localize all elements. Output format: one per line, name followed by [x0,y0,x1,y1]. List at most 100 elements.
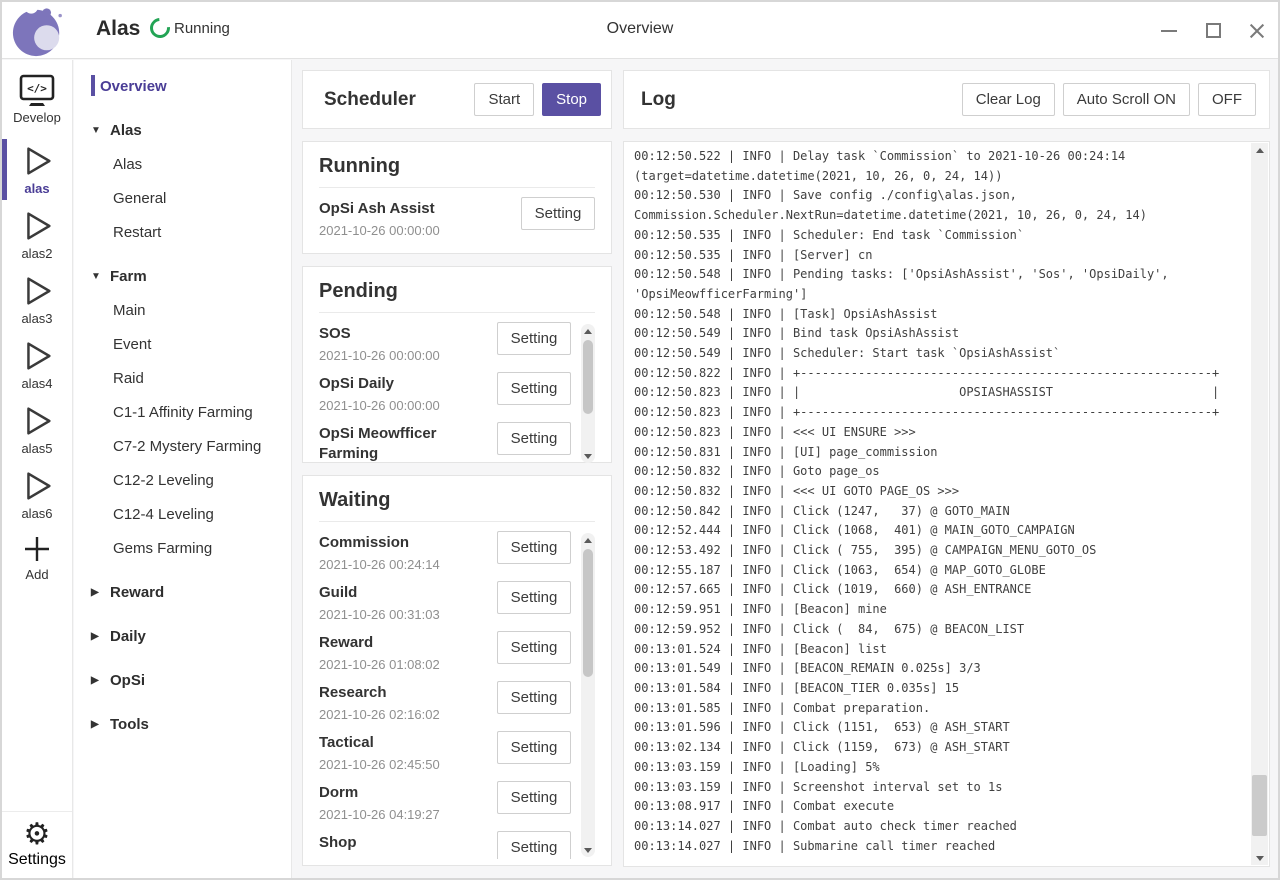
task-setting-button[interactable]: Setting [497,372,571,405]
close-button[interactable] [1246,20,1268,42]
task-setting-button[interactable]: Setting [497,422,571,455]
pending-scrollbar[interactable] [581,324,595,463]
task-setting-button[interactable]: Setting [497,731,571,764]
task-setting-button[interactable]: Setting [497,681,571,714]
task-row: Tactical 2021-10-26 02:45:50 Setting [319,731,595,781]
rail-instance-label: alas4 [21,376,53,391]
nav-item-label: Restart [113,223,162,241]
rail-instance-item[interactable]: alas4 [2,332,72,397]
play-icon [27,212,51,240]
log-line: 00:13:02.134 | INFO | Click (1159, 673) … [634,740,1010,755]
nav-rows: ▼ Alas Alas General Restart [74,118,291,736]
nav-item[interactable]: ▼ Farm [91,264,291,288]
nav-item-label: C7-2 Mystery Farming [113,437,262,455]
log-line: 00:13:01.584 | INFO | [BEACON_TIER 0.035… [634,680,960,695]
auto-scroll-on-button[interactable]: Auto Scroll ON [1062,83,1190,116]
task-row: Commission 2021-10-26 00:24:14 Setting [319,531,595,581]
rail-instance-item[interactable]: alas [2,137,72,202]
nav-item[interactable]: Event [113,332,291,356]
rail-instance-label: alas2 [21,246,53,261]
log-line: 00:12:50.549 | INFO | Bind task OpsiAshA… [634,326,960,341]
scroll-down-icon[interactable] [1251,852,1268,864]
rail-item-add[interactable]: Add [2,527,72,588]
log-line: 00:12:50.832 | INFO | <<< UI GOTO PAGE_O… [634,483,960,498]
nav-item[interactable]: ▶ Reward [91,580,291,604]
log-scrollbar[interactable] [1251,143,1268,865]
task-setting-button[interactable]: Setting [497,322,571,355]
divider [319,187,595,188]
log-line: 00:12:50.823 | INFO | +-----------------… [634,405,1220,420]
scrollbar-thumb[interactable] [1252,774,1267,837]
scroll-up-icon[interactable] [581,325,595,337]
log-panel: 00:12:50.522 | INFO | Delay task `Commis… [623,141,1270,867]
task-next-run-time: 2021-10-26 00:00:00 [319,398,440,413]
task-setting-button[interactable]: Setting [521,197,595,230]
nav-item[interactable]: ▶ Tools [91,712,291,736]
task-setting-button[interactable]: Setting [497,531,571,564]
play-icon [27,342,51,370]
maximize-button[interactable] [1202,20,1224,42]
nav-item[interactable]: ▶ Daily [91,624,291,648]
waiting-card: Waiting Commission 2021-10-26 00:24:14 S… [302,475,612,866]
rail-item-settings[interactable]: ⚙ Settings [2,811,72,878]
rail-item-label: Add [25,567,49,582]
task-name: OpSi Daily [319,375,395,392]
minimize-button[interactable] [1158,20,1180,42]
rail-item-label: Settings [8,851,66,868]
nav-item-overview[interactable]: Overview [91,74,291,98]
scroll-down-icon[interactable] [581,450,595,462]
clear-log-button[interactable]: Clear Log [961,83,1055,116]
window-controls [1158,2,1268,59]
rail-instance-item[interactable]: alas3 [2,267,72,332]
scroll-down-icon[interactable] [581,844,595,856]
rail-instance-item[interactable]: alas2 [2,202,72,267]
nav-item[interactable]: Restart [113,220,291,244]
scrollbar-thumb[interactable] [583,340,593,414]
nav-item[interactable]: Raid [113,366,291,390]
task-setting-button[interactable]: Setting [497,631,571,664]
nav-item[interactable]: Main [113,298,291,322]
log-line: 00:12:52.444 | INFO | Click (1068, 401) … [634,523,1075,538]
scheduler-start-button[interactable]: Start [474,83,535,116]
scheduler-stop-button[interactable]: Stop [542,83,601,116]
nav-item[interactable]: C7-2 Mystery Farming [113,434,291,458]
nav-item[interactable]: C1-1 Affinity Farming [113,400,291,424]
nav-item[interactable]: General [113,186,291,210]
nav-item[interactable]: C12-4 Leveling [113,502,291,526]
waiting-scrollbar[interactable] [581,533,595,857]
task-next-run-time: 2021-10-26 00:00:00 [319,348,440,363]
running-task-list: OpSi Ash Assist 2021-10-26 00:00:00 Sett… [319,197,595,247]
add-icon [25,537,49,561]
log-line: 00:13:08.917 | INFO | Combat execute [634,799,895,814]
rail-instance-label: alas6 [21,506,53,521]
auto-scroll-off-button[interactable]: OFF [1198,83,1256,116]
rail-item-develop[interactable]: </> Develop [2,68,72,131]
scroll-up-icon[interactable] [1251,144,1268,156]
task-setting-button[interactable]: Setting [497,781,571,814]
scheduler-card: Scheduler Start Stop [302,70,612,129]
nav-item[interactable]: ▼ Alas [91,118,291,142]
nav-item[interactable]: Alas [113,152,291,176]
nav-item-label: OpSi [110,671,146,689]
play-icon [27,472,51,500]
pending-card: Pending SOS 2021-10-26 00:00:00 Setting [302,266,612,463]
task-next-run-time: 2021-10-26 01:08:02 [319,657,440,672]
nav-item[interactable]: Gems Farming [113,536,291,560]
nav-item[interactable]: C12-2 Leveling [113,468,291,492]
log-line: 00:12:50.548 | INFO | Pending tasks: ['O… [634,267,1176,301]
instance-rail: </> Develop alas alas2 [2,60,73,878]
scrollbar-thumb[interactable] [583,549,593,677]
log-line: 00:12:57.665 | INFO | Click (1019, 660) … [634,582,1032,597]
nav-item-label: Daily [110,627,146,645]
rail-instance-item[interactable]: alas5 [2,397,72,462]
task-row: Research 2021-10-26 02:16:02 Setting [319,681,595,731]
task-setting-button[interactable]: Setting [497,581,571,614]
close-icon [1249,23,1265,39]
rail-instance-item[interactable]: alas6 [2,462,72,527]
nav-item[interactable]: ▶ OpSi [91,668,291,692]
scheduler-status: Running [145,13,230,43]
scroll-up-icon[interactable] [581,534,595,546]
pending-task-list: SOS 2021-10-26 00:00:00 Setting OpSi Dai… [319,322,595,465]
task-setting-button[interactable]: Setting [497,831,571,859]
